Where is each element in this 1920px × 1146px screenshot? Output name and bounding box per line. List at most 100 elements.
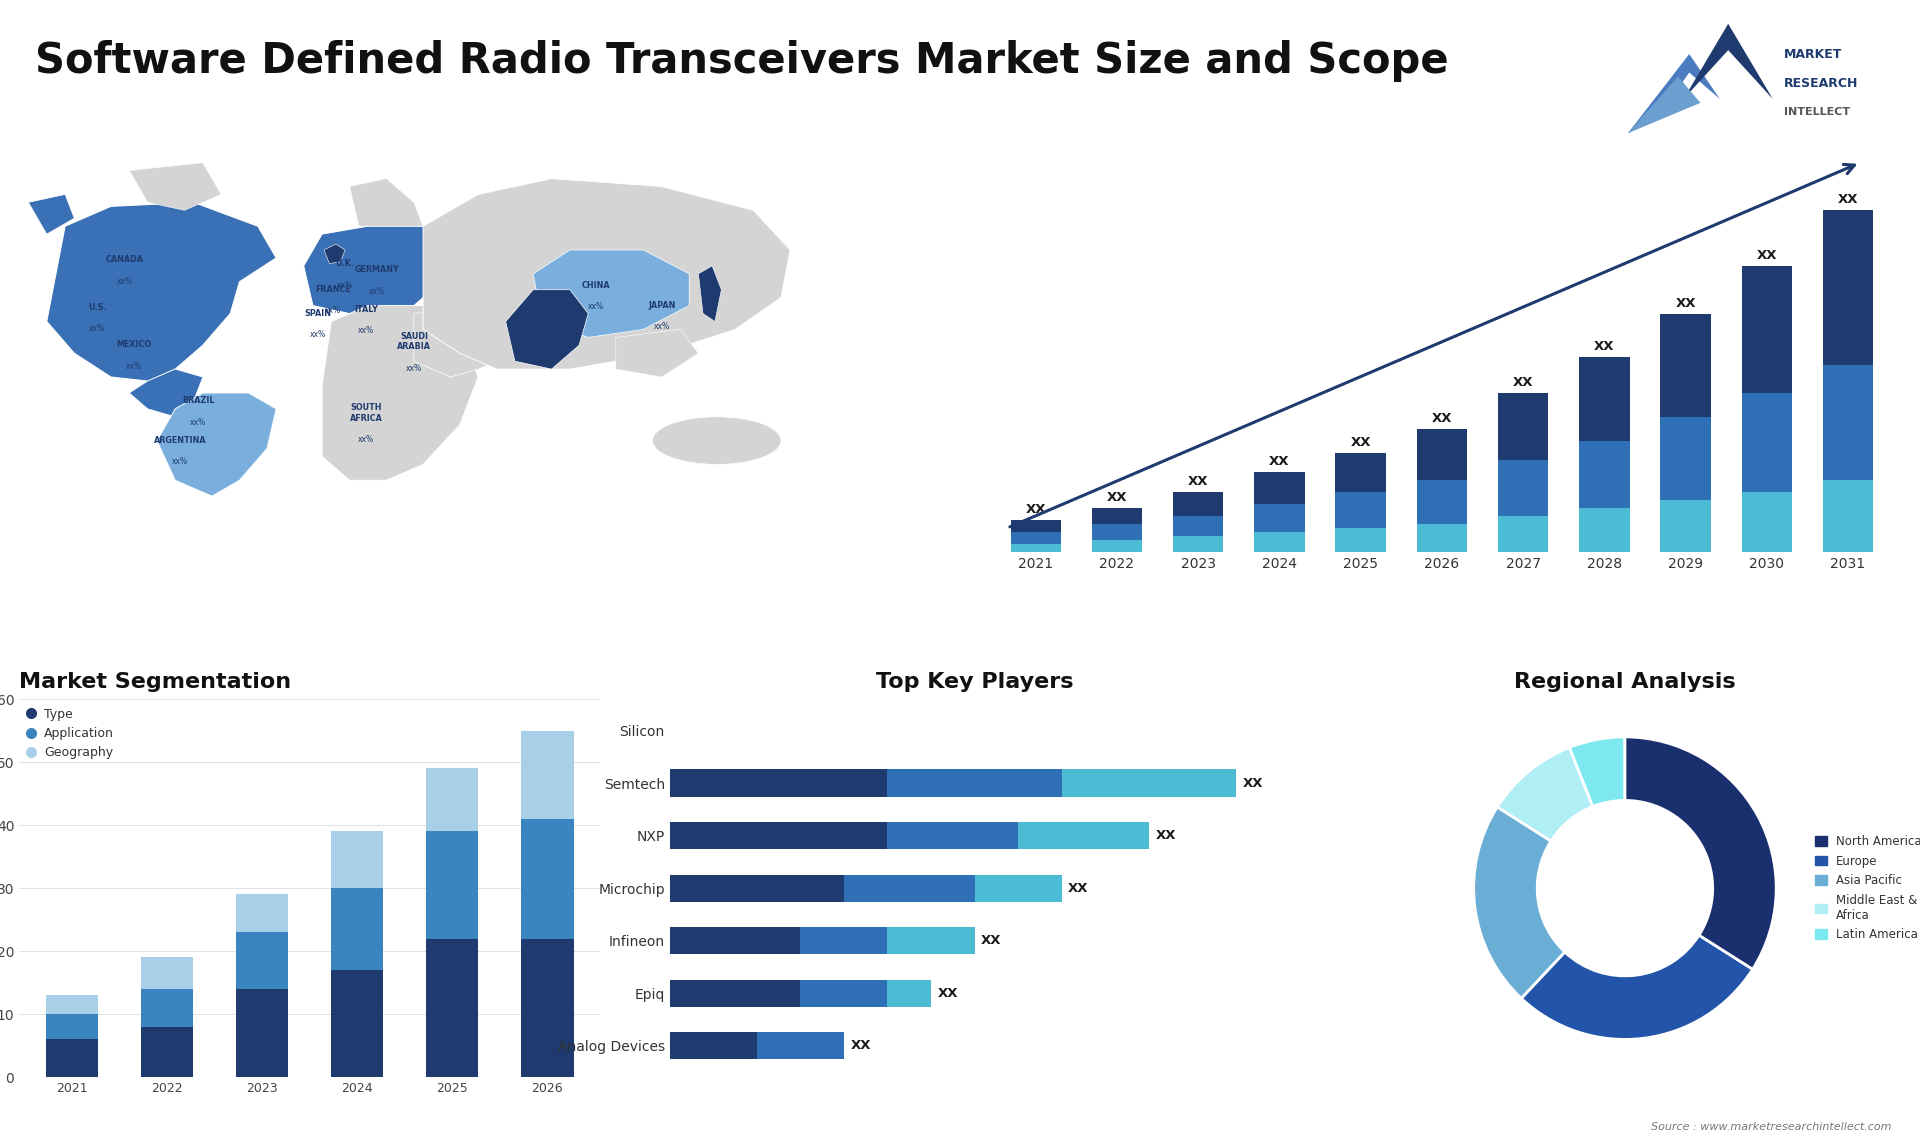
Text: MEXICO: MEXICO	[117, 340, 152, 350]
Title: Top Key Players: Top Key Players	[876, 672, 1073, 692]
Text: XX: XX	[1156, 830, 1175, 842]
Bar	[140, 989, 194, 1027]
Bar	[140, 1027, 194, 1077]
Bar	[1578, 358, 1630, 440]
Text: xx%: xx%	[338, 281, 353, 290]
Bar	[1417, 480, 1467, 524]
Text: xx%: xx%	[405, 364, 422, 372]
Text: xx%: xx%	[309, 330, 326, 339]
Text: XX: XX	[1513, 376, 1534, 388]
Text: XX: XX	[1269, 455, 1290, 469]
Bar	[1661, 314, 1711, 417]
Wedge shape	[1475, 807, 1565, 998]
Bar	[1578, 440, 1630, 508]
Bar	[236, 895, 288, 933]
Bar	[1092, 524, 1142, 540]
Text: XX: XX	[1350, 435, 1371, 448]
Bar	[1661, 500, 1711, 551]
Bar	[1336, 453, 1386, 493]
Text: GERMANY: GERMANY	[355, 265, 399, 274]
Text: xx%: xx%	[88, 324, 106, 333]
Polygon shape	[46, 203, 276, 380]
Bar	[426, 769, 478, 832]
Bar	[1741, 266, 1791, 393]
Text: RESEARCH: RESEARCH	[1784, 77, 1859, 89]
Legend: Type, Application, Geography: Type, Application, Geography	[25, 705, 117, 762]
Polygon shape	[616, 329, 699, 377]
Bar	[1173, 493, 1223, 516]
Text: INTELLECT: INTELLECT	[1784, 107, 1851, 117]
Polygon shape	[534, 250, 689, 337]
Text: XX: XX	[981, 934, 1002, 948]
Bar	[1173, 536, 1223, 551]
Bar	[670, 1033, 756, 1059]
Polygon shape	[323, 306, 478, 480]
Bar	[670, 927, 801, 955]
Wedge shape	[1569, 737, 1624, 807]
Bar	[330, 888, 384, 971]
Polygon shape	[29, 195, 75, 234]
Text: xx%: xx%	[588, 303, 603, 312]
Bar	[1578, 508, 1630, 551]
Text: xx%: xx%	[171, 457, 188, 466]
Bar	[801, 980, 887, 1007]
Bar	[1254, 504, 1304, 532]
Text: xx%: xx%	[324, 306, 342, 315]
Text: SAUDI
ARABIA: SAUDI ARABIA	[397, 332, 430, 352]
Text: XX: XX	[1432, 411, 1452, 425]
Bar	[975, 874, 1062, 902]
Bar	[670, 822, 887, 849]
Bar	[670, 769, 887, 796]
Text: U.S.: U.S.	[88, 303, 106, 312]
Bar	[845, 874, 975, 902]
Text: XX: XX	[1242, 777, 1263, 790]
Text: xx%: xx%	[190, 417, 205, 426]
Text: Software Defined Radio Transceivers Market Size and Scope: Software Defined Radio Transceivers Mark…	[35, 40, 1448, 83]
Text: XX: XX	[1676, 297, 1695, 309]
Bar	[1417, 524, 1467, 551]
Bar	[426, 832, 478, 939]
Polygon shape	[324, 244, 346, 264]
Text: Market Segmentation: Market Segmentation	[19, 672, 292, 692]
Text: SPAIN: SPAIN	[303, 308, 330, 317]
Text: xx%: xx%	[369, 286, 386, 296]
Bar	[1822, 480, 1874, 551]
Bar	[1822, 211, 1874, 366]
Bar	[520, 939, 574, 1077]
Polygon shape	[349, 179, 422, 226]
Bar	[1092, 508, 1142, 524]
Text: xx%: xx%	[359, 327, 374, 336]
Bar	[1173, 516, 1223, 536]
Text: XX: XX	[1757, 249, 1778, 262]
Wedge shape	[1498, 747, 1594, 841]
Bar	[1062, 769, 1236, 796]
Text: SOUTH
AFRICA: SOUTH AFRICA	[349, 403, 382, 423]
Polygon shape	[699, 266, 722, 322]
Bar	[1498, 516, 1548, 551]
Bar	[426, 939, 478, 1077]
Bar	[801, 927, 887, 955]
Polygon shape	[129, 163, 221, 211]
Bar	[1254, 472, 1304, 504]
Polygon shape	[157, 393, 276, 496]
Bar	[1498, 461, 1548, 516]
Polygon shape	[1628, 54, 1720, 133]
Bar	[1661, 417, 1711, 500]
Title: Regional Analysis: Regional Analysis	[1515, 672, 1736, 692]
Bar	[236, 989, 288, 1077]
Text: XX: XX	[1106, 492, 1127, 504]
Bar	[1741, 493, 1791, 551]
Bar	[1010, 532, 1062, 544]
Polygon shape	[129, 369, 204, 417]
Circle shape	[1538, 800, 1713, 976]
Text: xx%: xx%	[117, 276, 132, 285]
Text: CHINA: CHINA	[582, 281, 611, 290]
Polygon shape	[422, 179, 791, 369]
Bar	[1254, 532, 1304, 551]
Bar	[887, 769, 1062, 796]
Bar	[1336, 493, 1386, 528]
Text: XX: XX	[1025, 503, 1046, 516]
Text: MARKET: MARKET	[1784, 48, 1843, 61]
Wedge shape	[1624, 737, 1776, 970]
Text: XX: XX	[851, 1039, 872, 1052]
